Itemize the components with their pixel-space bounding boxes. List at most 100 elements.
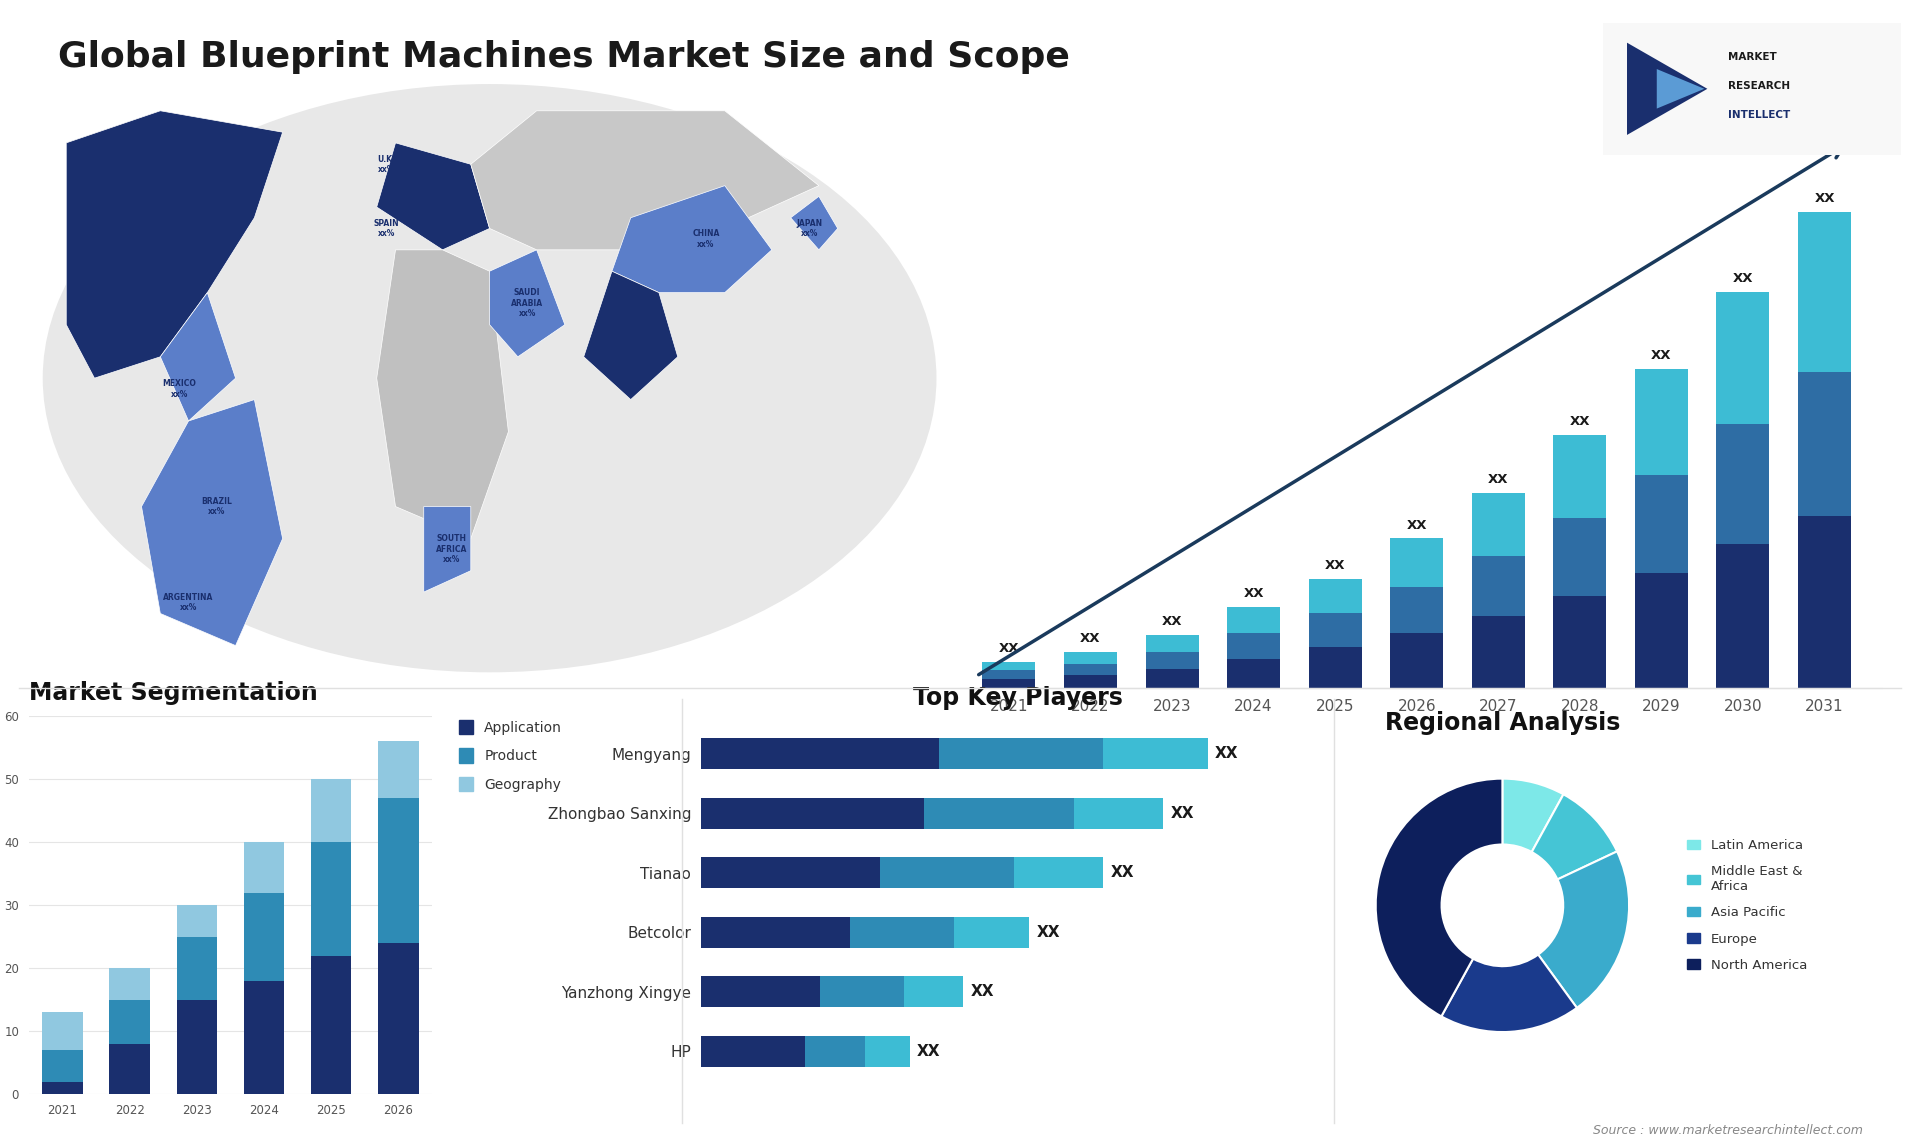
Text: INDIA
xx%: INDIA xx% (618, 315, 643, 335)
Text: SAUDI
ARABIA
xx%: SAUDI ARABIA xx% (511, 289, 543, 319)
Bar (1553, 435, 1607, 518)
Bar (983, 670, 1035, 678)
Text: XX: XX (1112, 865, 1135, 880)
Bar (1553, 596, 1607, 688)
Bar (1146, 652, 1198, 669)
Polygon shape (470, 111, 818, 250)
Bar (701, 917, 851, 948)
Text: XX: XX (972, 984, 995, 999)
Polygon shape (584, 272, 678, 400)
Polygon shape (424, 507, 470, 592)
Bar (177, 937, 217, 999)
Text: XX: XX (1171, 806, 1194, 821)
Text: XX: XX (1081, 633, 1100, 645)
Text: XX: XX (1651, 350, 1672, 362)
Bar (311, 779, 351, 842)
Bar (983, 661, 1035, 670)
Bar (1473, 493, 1524, 556)
Bar (804, 1036, 864, 1067)
Bar (109, 1044, 150, 1094)
Text: ARGENTINA
xx%: ARGENTINA xx% (163, 594, 213, 612)
Bar (1073, 798, 1164, 829)
Bar (1146, 669, 1198, 688)
Bar (1636, 369, 1688, 476)
Wedge shape (1442, 955, 1576, 1033)
Text: XX: XX (1569, 415, 1590, 429)
Bar (864, 1036, 910, 1067)
Bar (1553, 518, 1607, 596)
Bar (42, 1082, 83, 1094)
Text: XX: XX (918, 1044, 941, 1059)
Bar (954, 917, 1029, 948)
Bar (904, 976, 964, 1007)
Text: XX: XX (1215, 746, 1238, 761)
Polygon shape (612, 186, 772, 292)
Bar (177, 999, 217, 1094)
Bar (1227, 659, 1281, 688)
Text: FRANCE
xx%: FRANCE xx% (388, 187, 422, 206)
Polygon shape (142, 400, 282, 645)
Text: XX: XX (1325, 559, 1346, 572)
Bar (1390, 539, 1444, 587)
Bar (1309, 613, 1361, 647)
Text: GERMANY
xx%: GERMANY xx% (411, 165, 455, 185)
Text: JAPAN
xx%: JAPAN xx% (797, 219, 822, 238)
Text: CANADA
xx%: CANADA xx% (142, 155, 179, 174)
Text: MEXICO
xx%: MEXICO xx% (161, 379, 196, 399)
Text: U.K.
xx%: U.K. xx% (376, 155, 396, 174)
Bar (983, 678, 1035, 688)
Bar (1390, 587, 1444, 633)
Bar (1797, 516, 1851, 688)
Wedge shape (1538, 851, 1628, 1007)
Bar (42, 1050, 83, 1082)
Text: RESEARCH: RESEARCH (1728, 81, 1789, 92)
Text: XX: XX (1488, 472, 1509, 486)
Text: BRAZIL
xx%: BRAZIL xx% (202, 497, 232, 516)
Polygon shape (490, 250, 564, 356)
Bar (851, 917, 954, 948)
Bar (378, 798, 419, 943)
Polygon shape (1626, 42, 1707, 135)
Bar (1716, 424, 1770, 544)
Legend: Latin America, Middle East &
Africa, Asia Pacific, Europe, North America: Latin America, Middle East & Africa, Asi… (1684, 835, 1811, 975)
Bar (1716, 544, 1770, 688)
Bar (1473, 556, 1524, 615)
Bar (701, 798, 924, 829)
Polygon shape (791, 196, 837, 250)
Text: INTELLECT: INTELLECT (1728, 110, 1791, 120)
Bar (244, 981, 284, 1094)
Text: XX: XX (1037, 925, 1060, 940)
Bar (1309, 647, 1361, 688)
Polygon shape (159, 292, 236, 421)
Wedge shape (1377, 778, 1503, 1017)
Legend: Application, Product, Geography: Application, Product, Geography (455, 715, 566, 796)
Bar (311, 842, 351, 956)
Text: Source : www.marketresearchintellect.com: Source : www.marketresearchintellect.com (1592, 1124, 1862, 1137)
Text: XX: XX (1732, 272, 1753, 285)
Bar (311, 956, 351, 1094)
Ellipse shape (42, 84, 937, 673)
Bar (1636, 476, 1688, 573)
Bar (378, 741, 419, 798)
Wedge shape (1501, 778, 1563, 851)
Bar (1064, 664, 1117, 675)
Bar (1390, 633, 1444, 688)
Wedge shape (1532, 794, 1617, 879)
Bar (1227, 633, 1281, 659)
Text: SPAIN
xx%: SPAIN xx% (372, 219, 399, 238)
Bar (820, 976, 904, 1007)
Text: U.S.
xx%: U.S. xx% (142, 261, 159, 281)
Text: Global Blueprint Machines Market Size and Scope: Global Blueprint Machines Market Size an… (58, 40, 1069, 74)
Bar (939, 738, 1104, 769)
Title: Regional Analysis: Regional Analysis (1384, 712, 1620, 736)
Bar (244, 842, 284, 893)
Bar (701, 976, 820, 1007)
Bar (701, 1036, 804, 1067)
Bar (42, 1013, 83, 1050)
Bar (1227, 607, 1281, 633)
Bar (1797, 212, 1851, 372)
Text: ITALY
xx%: ITALY xx% (432, 209, 453, 227)
Bar (378, 943, 419, 1094)
Text: XX: XX (998, 642, 1020, 654)
Polygon shape (1657, 69, 1705, 109)
